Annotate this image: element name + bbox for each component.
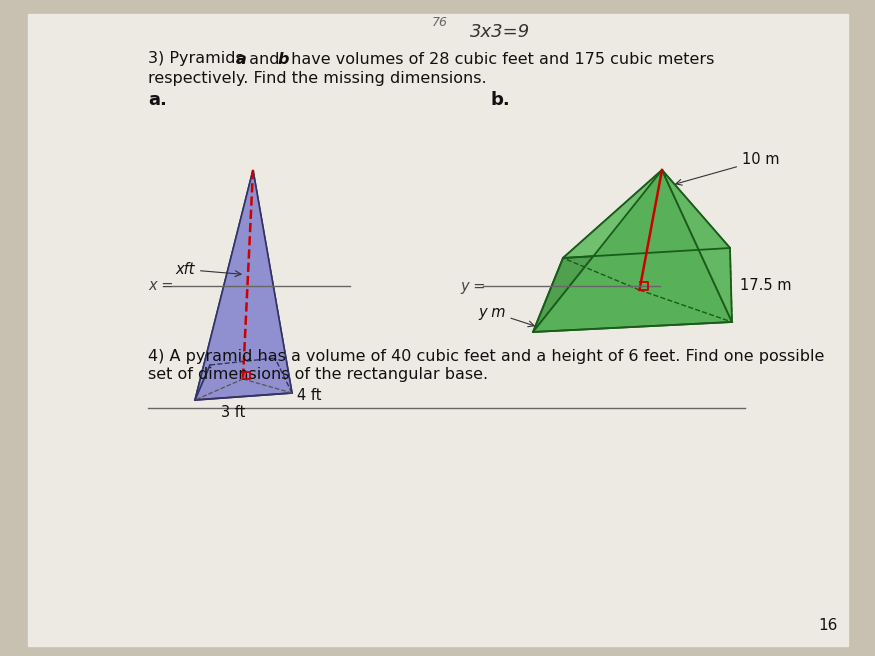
Text: b.: b. xyxy=(490,91,510,109)
Text: 4) A pyramid has a volume of 40 cubic feet and a height of 6 feet. Find one poss: 4) A pyramid has a volume of 40 cubic fe… xyxy=(148,348,824,363)
Text: xft: xft xyxy=(176,262,241,277)
Polygon shape xyxy=(662,170,732,322)
Text: a: a xyxy=(236,52,247,66)
Text: 3) Pyramids: 3) Pyramids xyxy=(148,52,248,66)
Text: 76: 76 xyxy=(432,16,448,28)
Text: 3 ft: 3 ft xyxy=(221,405,246,420)
Text: 16: 16 xyxy=(818,619,837,634)
Polygon shape xyxy=(533,170,732,332)
Polygon shape xyxy=(253,170,292,393)
Text: y m: y m xyxy=(478,304,534,327)
Text: 3x3=9: 3x3=9 xyxy=(470,23,530,41)
Polygon shape xyxy=(533,170,662,332)
Text: respectively. Find the missing dimensions.: respectively. Find the missing dimension… xyxy=(148,70,486,85)
Text: 4 ft: 4 ft xyxy=(297,388,321,403)
Polygon shape xyxy=(195,170,253,400)
Text: set of dimensions of the rectangular base.: set of dimensions of the rectangular bas… xyxy=(148,367,488,382)
Text: b: b xyxy=(278,52,290,66)
Text: have volumes of 28 cubic feet and 175 cubic meters: have volumes of 28 cubic feet and 175 cu… xyxy=(286,52,714,66)
Polygon shape xyxy=(563,170,730,258)
Polygon shape xyxy=(195,170,292,400)
Text: x =: x = xyxy=(148,279,173,293)
Text: y =: y = xyxy=(460,279,486,293)
Text: a.: a. xyxy=(148,91,167,109)
Text: 17.5 m: 17.5 m xyxy=(740,277,792,293)
Text: 10 m: 10 m xyxy=(676,152,780,185)
Text: and: and xyxy=(244,52,284,66)
